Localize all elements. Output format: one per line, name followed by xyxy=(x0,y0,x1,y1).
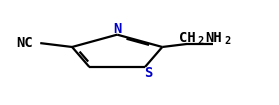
Text: NH: NH xyxy=(206,31,222,45)
Text: CH: CH xyxy=(179,31,196,45)
Text: NC: NC xyxy=(16,36,33,50)
Text: N: N xyxy=(113,22,121,36)
Text: S: S xyxy=(144,66,152,80)
Text: 2: 2 xyxy=(224,36,230,46)
Text: 2: 2 xyxy=(198,36,204,46)
